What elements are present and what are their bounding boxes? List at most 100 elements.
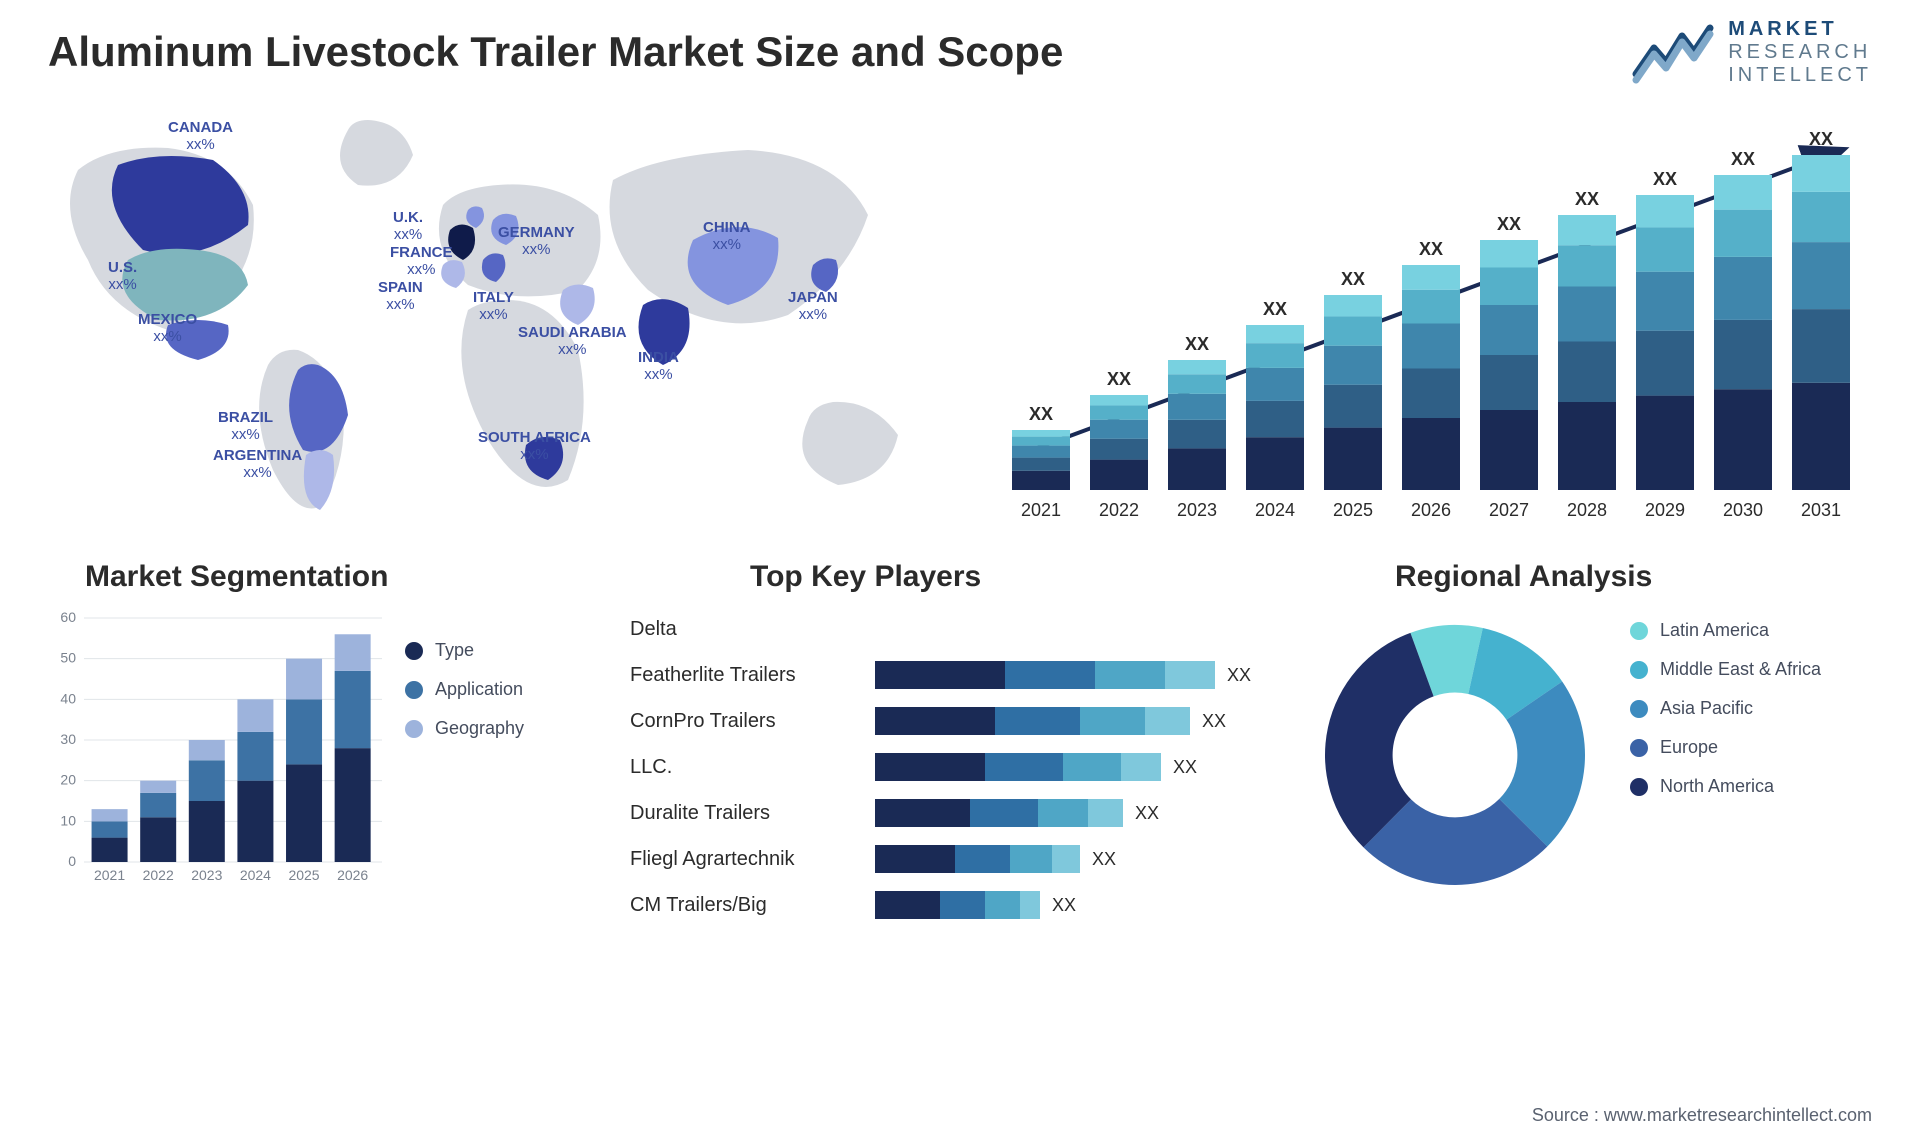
player-bar-segment (995, 707, 1080, 735)
legend-label: North America (1660, 776, 1774, 797)
player-bar-segment (1010, 845, 1052, 873)
regional-legend-item: Europe (1630, 737, 1880, 758)
svg-text:2024: 2024 (1255, 500, 1295, 520)
map-label-argentina: ARGENTINAxx% (213, 448, 302, 481)
player-bar-segment (1095, 661, 1165, 689)
player-row: Duralite TrailersXX (630, 790, 1260, 836)
map-label-u-s-: U.S.xx% (108, 260, 137, 293)
regional-legend-item: Latin America (1630, 620, 1880, 641)
map-label-u-k-: U.K.xx% (393, 210, 423, 243)
logo-mark-icon (1632, 22, 1714, 84)
player-bar-wrap: XX (875, 661, 1260, 689)
svg-text:0: 0 (68, 853, 76, 869)
map-label-brazil: BRAZILxx% (218, 410, 273, 443)
player-value: XX (1202, 711, 1226, 732)
svg-text:20: 20 (60, 772, 76, 788)
player-bar-segment (955, 845, 1010, 873)
player-value: XX (1092, 849, 1116, 870)
segmentation-legend-item: Type (405, 640, 595, 661)
legend-swatch-icon (405, 720, 423, 738)
player-bar (875, 891, 1040, 919)
legend-swatch-icon (405, 681, 423, 699)
player-bar-segment (875, 799, 970, 827)
map-label-france: FRANCExx% (390, 245, 453, 278)
map-label-mexico: MEXICOxx% (138, 312, 197, 345)
player-bar-segment (1038, 799, 1088, 827)
svg-text:30: 30 (60, 731, 76, 747)
player-value: XX (1052, 895, 1076, 916)
player-bar-segment (985, 753, 1063, 781)
player-name: CornPro Trailers (630, 710, 875, 733)
legend-label: Asia Pacific (1660, 698, 1753, 719)
segmentation-title: Market Segmentation (85, 560, 388, 594)
svg-text:2024: 2024 (240, 867, 271, 883)
player-row: CornPro Trailers XX (630, 698, 1260, 744)
player-name: Duralite Trailers (630, 802, 875, 825)
svg-text:2026: 2026 (337, 867, 368, 883)
regional-title: Regional Analysis (1395, 560, 1652, 594)
legend-swatch-icon (1630, 739, 1648, 757)
map-label-saudi-arabia: SAUDI ARABIAxx% (518, 325, 627, 358)
player-bar (875, 799, 1123, 827)
svg-text:XX: XX (1029, 404, 1053, 424)
svg-text:2025: 2025 (288, 867, 319, 883)
player-bar-segment (875, 891, 940, 919)
player-bar-segment (875, 845, 955, 873)
regional-legend-item: Middle East & Africa (1630, 659, 1880, 680)
legend-swatch-icon (1630, 661, 1648, 679)
svg-text:XX: XX (1809, 130, 1833, 149)
player-row: Fliegl AgrartechnikXX (630, 836, 1260, 882)
player-name: CM Trailers/Big (630, 894, 875, 917)
logo-text: MARKET RESEARCH INTELLECT (1728, 18, 1872, 87)
player-bar (875, 753, 1161, 781)
map-label-india: INDIAxx% (638, 350, 679, 383)
map-label-japan: JAPANxx% (788, 290, 838, 323)
map-label-canada: CANADAxx% (168, 120, 233, 153)
svg-text:10: 10 (60, 812, 76, 828)
player-bar-segment (1088, 799, 1123, 827)
regional-donut-chart (1310, 610, 1600, 900)
player-value: XX (1173, 757, 1197, 778)
brand-logo: MARKET RESEARCH INTELLECT (1632, 18, 1872, 87)
svg-text:XX: XX (1731, 149, 1755, 169)
svg-text:2023: 2023 (191, 867, 222, 883)
player-bar (875, 661, 1215, 689)
legend-label: Middle East & Africa (1660, 659, 1821, 680)
svg-text:50: 50 (60, 650, 76, 666)
player-value: XX (1227, 665, 1251, 686)
svg-text:2027: 2027 (1489, 500, 1529, 520)
svg-text:XX: XX (1653, 169, 1677, 189)
legend-label: Latin America (1660, 620, 1769, 641)
svg-text:XX: XX (1263, 299, 1287, 319)
map-label-germany: GERMANYxx% (498, 225, 575, 258)
player-bar-segment (1121, 753, 1161, 781)
player-bar-segment (1052, 845, 1080, 873)
legend-swatch-icon (1630, 622, 1648, 640)
player-bar-segment (1005, 661, 1095, 689)
player-row: CM Trailers/Big XX (630, 882, 1260, 928)
segmentation-legend: TypeApplicationGeography (405, 640, 595, 757)
svg-text:2029: 2029 (1645, 500, 1685, 520)
page-title: Aluminum Livestock Trailer Market Size a… (48, 28, 1063, 76)
svg-text:2030: 2030 (1723, 500, 1763, 520)
svg-text:XX: XX (1419, 239, 1443, 259)
player-bar-wrap: XX (875, 707, 1260, 735)
player-name: LLC. (630, 756, 875, 779)
svg-text:2021: 2021 (94, 867, 125, 883)
player-bar-wrap: XX (875, 845, 1260, 873)
svg-text:2025: 2025 (1333, 500, 1373, 520)
map-label-south-africa: SOUTH AFRICAxx% (478, 430, 591, 463)
segmentation-legend-item: Application (405, 679, 595, 700)
world-map: CANADAxx% U.S.xx%MEXICOxx% BRAZILxx% ARGENT… (48, 110, 928, 530)
regional-legend-item: Asia Pacific (1630, 698, 1880, 719)
player-row: Featherlite TrailersXX (630, 652, 1260, 698)
source-attribution: Source : www.marketresearchintellect.com (1532, 1105, 1872, 1126)
svg-text:60: 60 (60, 610, 76, 625)
logo-line-2: RESEARCH (1728, 41, 1872, 64)
player-bar-wrap: XX (875, 891, 1260, 919)
player-row: LLC. XX (630, 744, 1260, 790)
regional-legend: Latin America Middle East & Africa Asia Pa… (1630, 620, 1880, 815)
segmentation-chart: 0102030405060202120222023202420252026 (48, 610, 388, 890)
svg-text:2023: 2023 (1177, 500, 1217, 520)
svg-text:2026: 2026 (1411, 500, 1451, 520)
